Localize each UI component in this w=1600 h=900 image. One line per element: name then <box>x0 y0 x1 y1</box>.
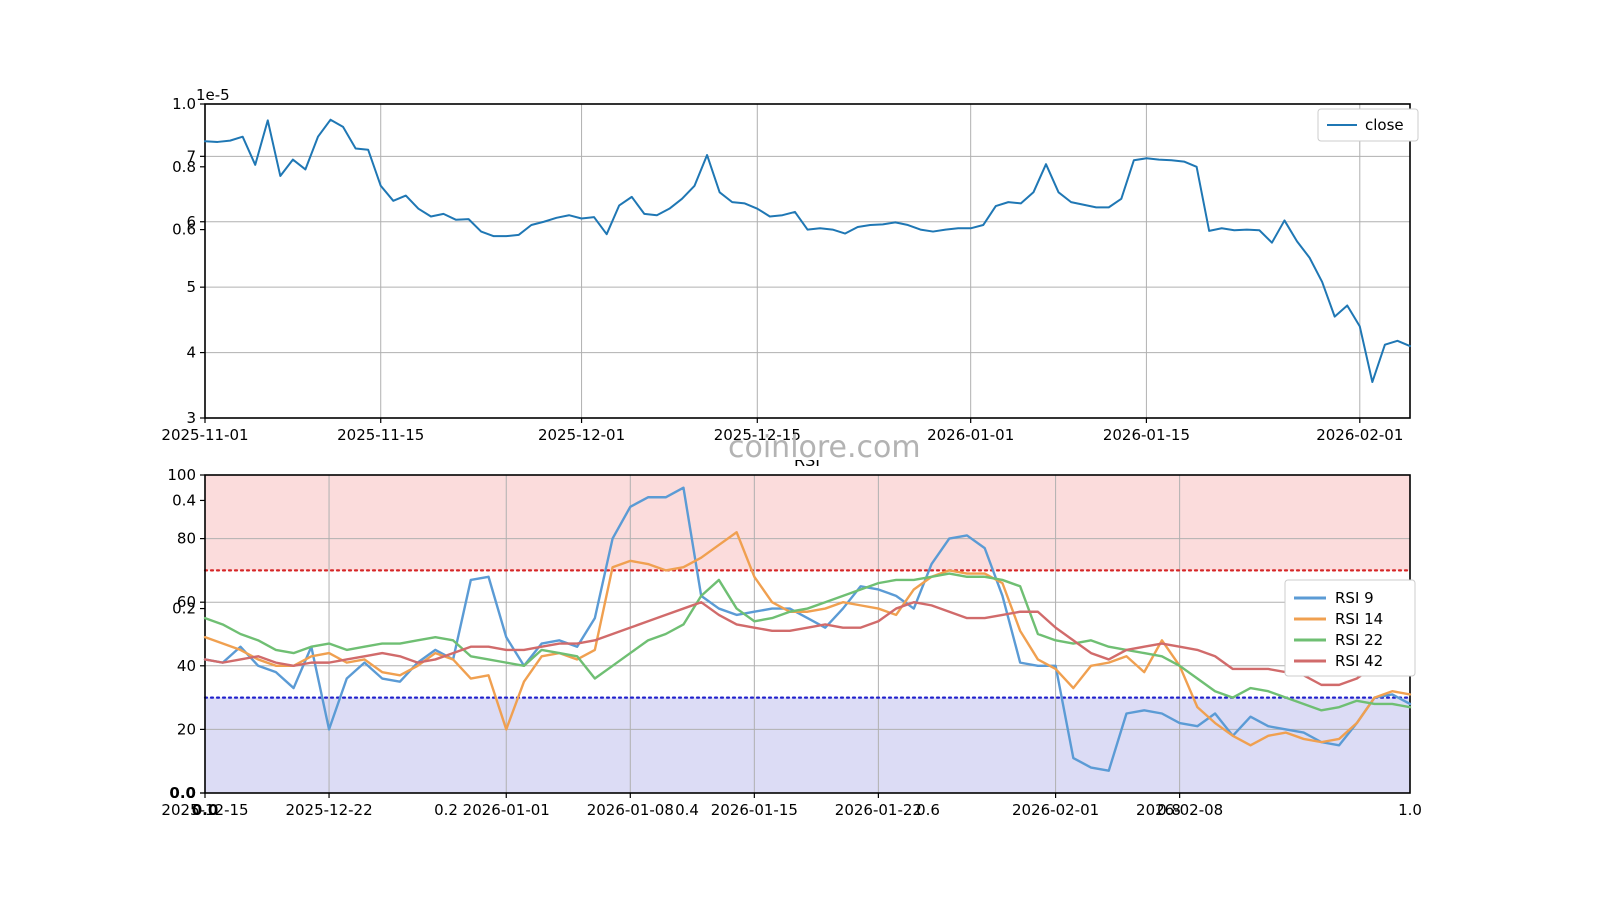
price-x-tick-label: 2025-12-01 <box>538 426 625 444</box>
price-y-axis-ticks: 7 6 5 4 3 <box>186 147 205 427</box>
rsi-line-rsi-42 <box>203 601 1412 687</box>
rsi-y-tick-label: 80 <box>177 530 196 548</box>
price-y-tick-label: 6 <box>186 213 196 231</box>
price-x-tick-label: 2026-02-01 <box>1316 426 1403 444</box>
rsi-overbought-band <box>205 475 1410 571</box>
rsi-x-tick-label: 2026-02-01 <box>1012 801 1099 819</box>
price-y-offset-label: 1e-5 <box>196 86 230 104</box>
price-y-tick-label-secondary: 1.0 <box>172 95 196 113</box>
rsi-x-tick-label-secondary: 0.0 <box>192 801 219 819</box>
price-y-tick-label-secondary: 0.6 <box>172 221 196 239</box>
rsi-x-tick-label: 2026-01-08 <box>587 801 674 819</box>
price-line-close <box>204 118 1411 384</box>
price-x-tick-label: 2025-12-15 <box>714 426 801 444</box>
rsi-x-axis-ticks-secondary: 0.0 0.2 0.4 0.6 0.8 1.0 <box>192 801 1422 819</box>
rsi-legend-label-rsi-22: RSI 22 <box>1335 631 1383 649</box>
rsi-line-rsi-22 <box>203 572 1412 712</box>
price-y-tick-label: 3 <box>186 409 196 427</box>
rsi-x-tick-label-secondary: 0.2 <box>434 801 458 819</box>
rsi-x-tick-label: 2025-12-15 <box>161 801 248 819</box>
price-y-axis-ticks-secondary: 1.0 0.8 0.6 <box>172 95 205 239</box>
rsi-y-tick-label: 20 <box>177 720 196 738</box>
rsi-x-tick-label: 2026-01-01 <box>463 801 550 819</box>
price-x-tick-label: 2025-11-15 <box>337 426 424 444</box>
rsi-legend[interactable]: RSI 9 RSI 14 RSI 22 RSI 42 <box>1284 579 1416 677</box>
rsi-y-tick-label: 60 <box>177 593 196 611</box>
rsi-y-tick-label: 100 <box>167 466 196 484</box>
rsi-x-tick-label-secondary: 0.6 <box>916 801 940 819</box>
rsi-x-tick-label: 2026-01-15 <box>711 801 798 819</box>
price-y-tick-label: 7 <box>186 147 196 165</box>
price-x-tick-label: 2025-11-01 <box>161 426 248 444</box>
watermark: coinlore.com <box>728 425 1028 471</box>
rsi-x-tick-label: 2026-01-22 <box>835 801 922 819</box>
rsi-y-tick-label-secondary: 0.0 <box>169 784 196 802</box>
rsi-x-tick-label-secondary: 0.4 <box>675 801 699 819</box>
rsi-series-group <box>203 486 1412 772</box>
rsi-legend-label-rsi-14: RSI 14 <box>1335 610 1383 628</box>
rsi-x-tick-label: 2026-02-08 <box>1136 801 1223 819</box>
price-legend[interactable]: close <box>1317 108 1419 142</box>
rsi-x-axis-ticks: 2025-12-15 2025-12-22 2026-01-01 2026-01-08… <box>161 793 1223 819</box>
rsi-y-tick-label: 0 <box>186 784 196 802</box>
price-y-tick-label-secondary: 0.8 <box>172 158 196 176</box>
price-legend-label-close: close <box>1365 116 1404 134</box>
price-x-tick-label: 2026-01-01 <box>927 426 1014 444</box>
price-y-tick-label: 4 <box>186 344 196 362</box>
rsi-legend-label-rsi-9: RSI 9 <box>1335 589 1374 607</box>
rsi-y-tick-label: 40 <box>177 657 196 675</box>
rsi-x-tick-label-secondary: 0.8 <box>1157 801 1181 819</box>
rsi-chart-title: RSI <box>794 460 820 470</box>
price-y-tick-label: 5 <box>186 278 196 296</box>
rsi-oversold-band <box>205 697 1410 793</box>
rsi-line-rsi-14 <box>203 531 1412 747</box>
price-x-tick-label: 2026-01-15 <box>1103 426 1190 444</box>
rsi-y-axis-ticks-secondary: 0.4 0.2 0.0 <box>169 491 205 802</box>
rsi-x-tick-label-secondary: 1.0 <box>1398 801 1422 819</box>
rsi-x-tick-label: 2025-12-22 <box>285 801 372 819</box>
rsi-y-tick-label-secondary: 0.2 <box>172 600 196 618</box>
price-legend-box <box>1317 108 1419 142</box>
price-x-axis-ticks: 2025-11-01 2025-11-15 2025-12-01 2025-12-15… <box>161 418 1403 444</box>
rsi-legend-label-rsi-42: RSI 42 <box>1335 652 1383 670</box>
price-gridlines <box>204 104 1410 419</box>
rsi-y-axis-ticks: 100 80 60 40 20 0 <box>167 466 205 802</box>
price-plot-frame <box>204 103 1411 419</box>
watermark-text: coinlore.com <box>728 430 921 465</box>
rsi-y-tick-label-secondary: 0.4 <box>172 491 196 509</box>
